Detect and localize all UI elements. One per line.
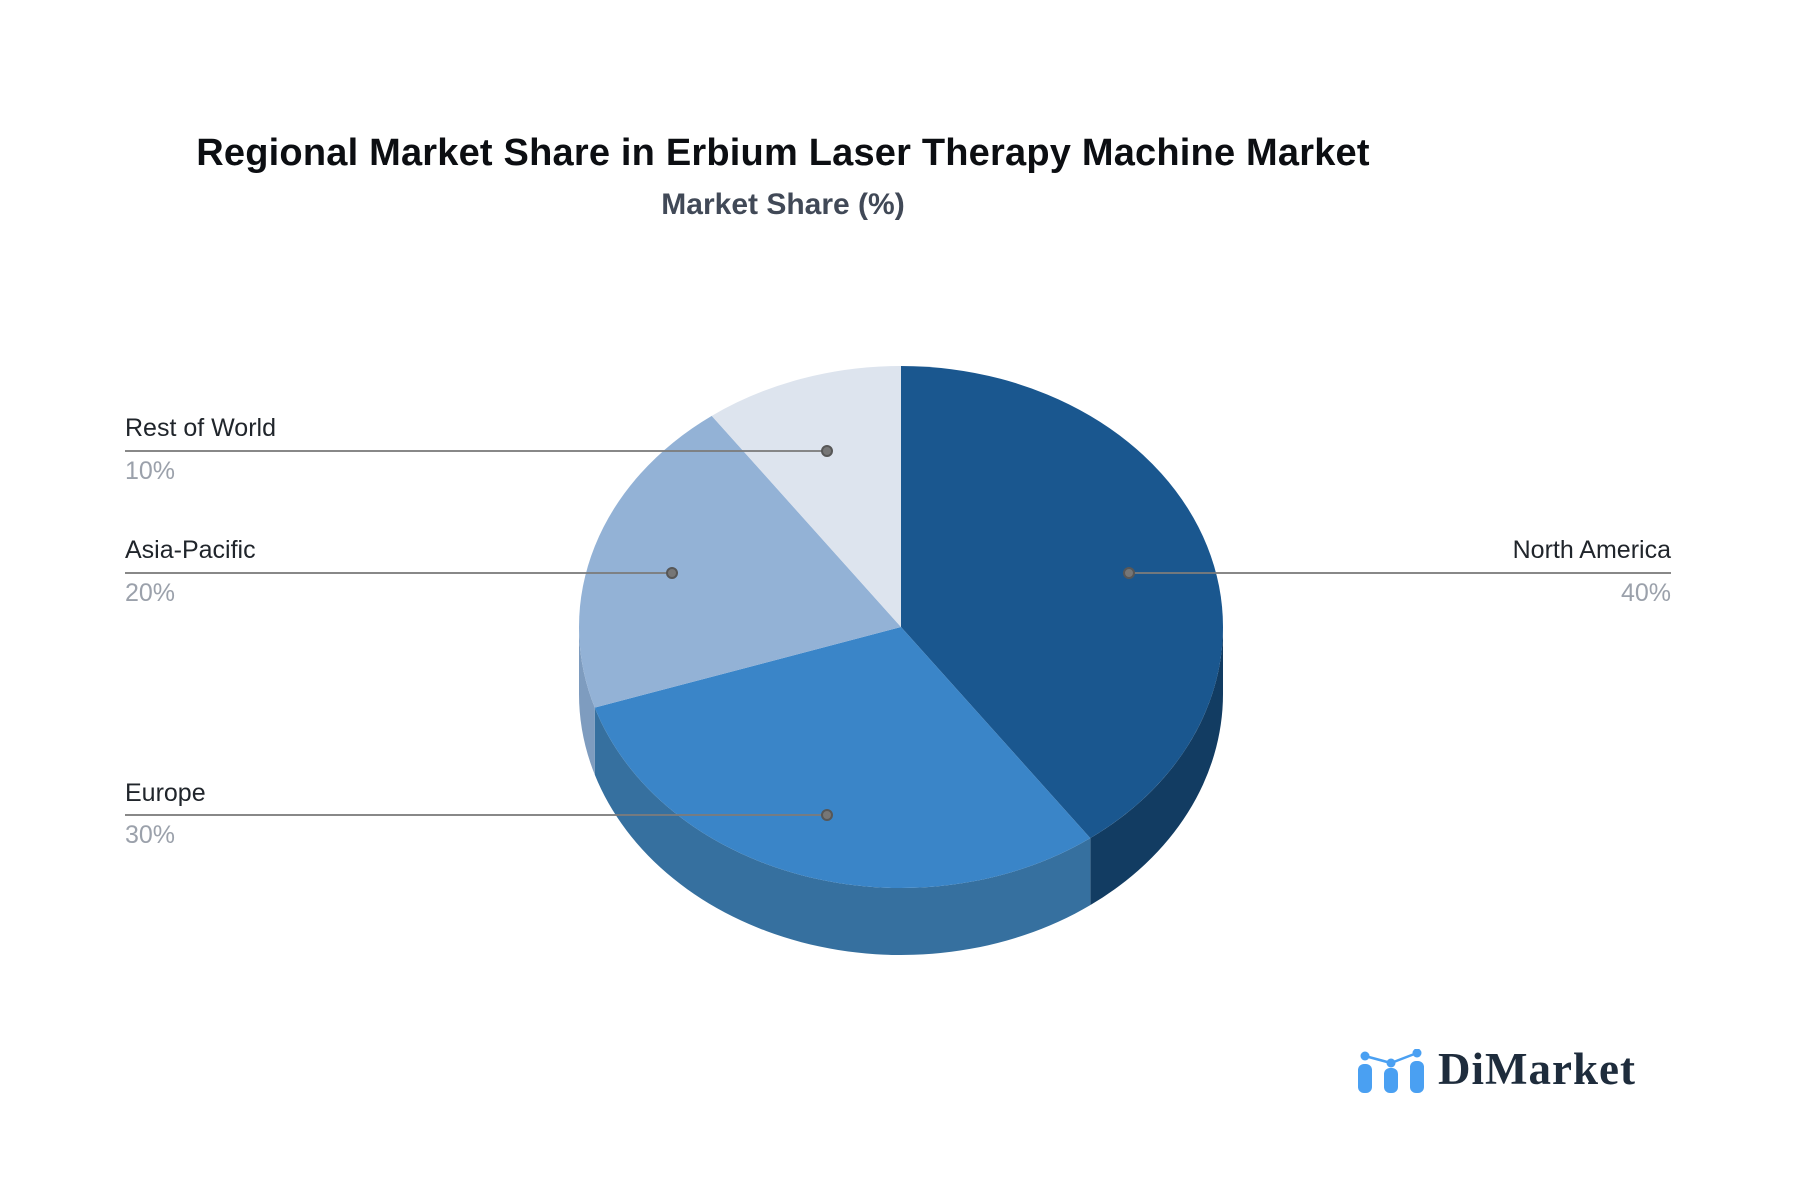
pie-slice-north-america[interactable] <box>901 366 1223 839</box>
brand-logo: DiMarket <box>1358 1040 1636 1098</box>
pie-side-asia-pacific <box>579 627 595 775</box>
pie-slice-asia-pacific[interactable] <box>579 415 901 708</box>
pie-side-europe <box>594 707 1091 955</box>
callout-value-north-america: 40% <box>1620 579 1671 607</box>
leader-dot-asia-pacific <box>666 567 678 579</box>
leader-dot-rest-of-world <box>821 445 833 457</box>
pie-slice-europe[interactable] <box>594 627 1091 888</box>
callout-label-europe: Europe <box>125 779 206 807</box>
leader-dot-north-america <box>1123 567 1135 579</box>
leader-dot-europe <box>821 809 833 821</box>
chart-subtitle: Market Share (%) <box>661 188 905 221</box>
brand-name: DiMarket <box>1438 1044 1636 1094</box>
callout-value-asia-pacific: 20% <box>125 579 176 607</box>
callout-value-rest-of-world: 10% <box>125 457 176 485</box>
callout-label-asia-pacific: Asia-Pacific <box>125 536 256 564</box>
bar-chart-trend-icon <box>1358 1049 1424 1093</box>
pie-slice-rest-of-world[interactable] <box>711 366 901 627</box>
callout-label-rest-of-world: Rest of World <box>125 414 276 442</box>
chart-title: Regional Market Share in Erbium Laser Th… <box>196 132 1370 174</box>
callout-value-europe: 30% <box>125 821 176 849</box>
pie-side-north-america <box>1090 627 1223 906</box>
callout-label-north-america: North America <box>1512 536 1671 564</box>
